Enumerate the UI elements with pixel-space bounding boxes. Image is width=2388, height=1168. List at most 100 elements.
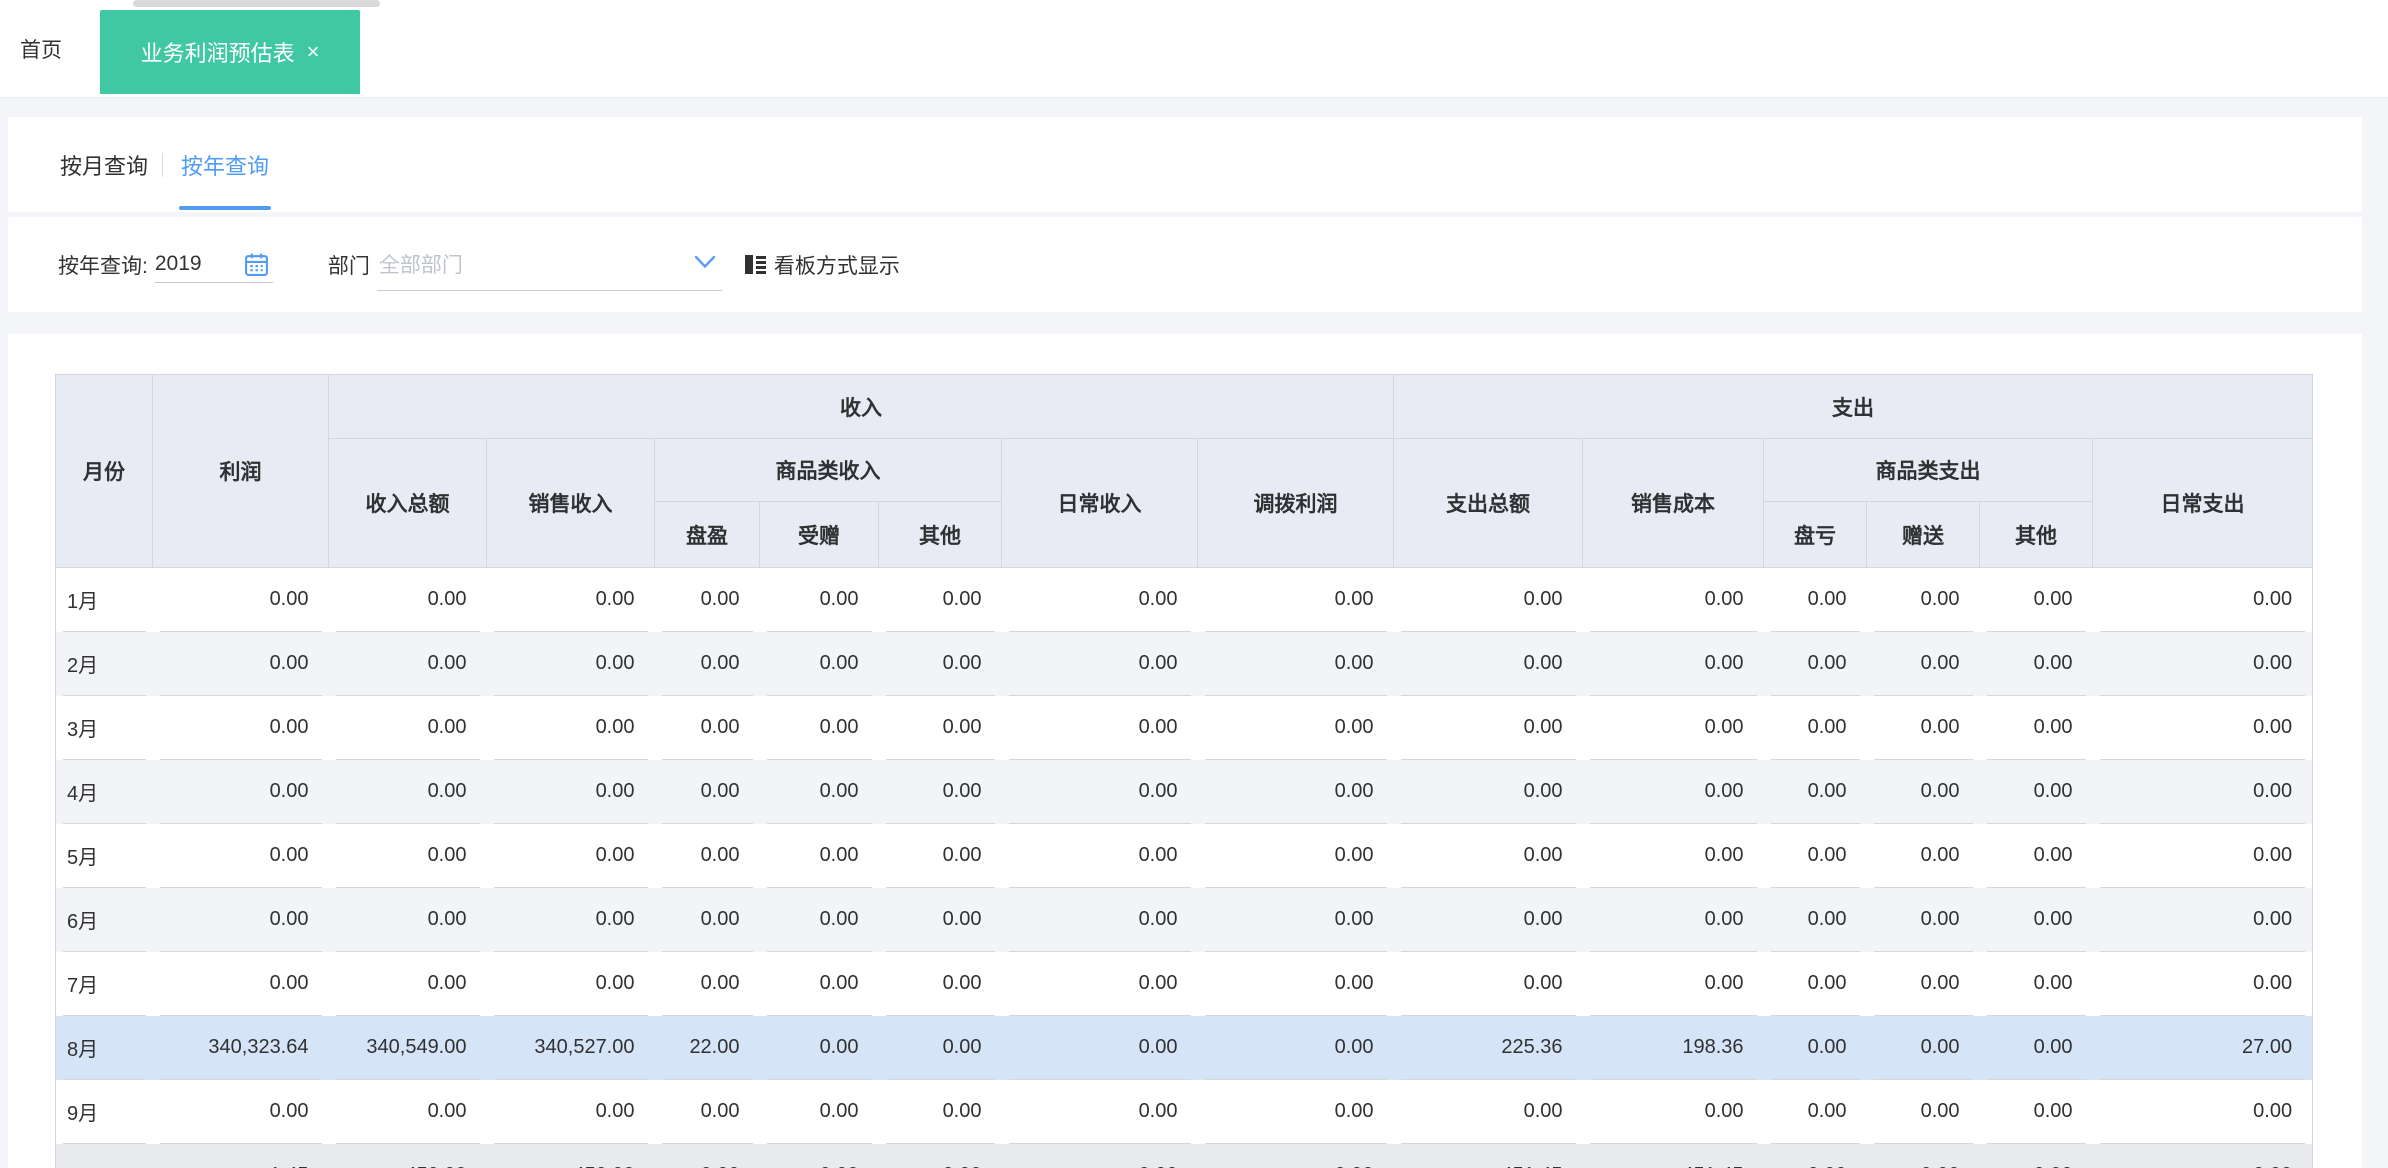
tab-scrollbar-thumb[interactable] [133, 0, 380, 7]
value-cell: 0.00 [1197, 759, 1394, 824]
value-cell: 451.45 [1393, 1143, 1583, 1168]
month-cell: 7月 [55, 951, 153, 1016]
value-cell: 0.00 [1866, 1015, 1980, 1080]
value-cell: 0.00 [1866, 823, 1980, 888]
table-row[interactable]: 10月-1.45450.00450.000.000.000.000.000.00… [55, 1143, 2313, 1168]
header-other-expense: 其他 [1979, 501, 2094, 568]
subtab-divider [162, 152, 164, 177]
table-row[interactable]: 4月 0.00 0.00 0.00 0.00 0.00 0.00 0.00 0.00 0.00 0.… [55, 759, 2313, 824]
value-cell: 0.00 [1763, 695, 1867, 760]
value-cell: 0.00 [1197, 1079, 1394, 1144]
table-row[interactable]: 7月 0.00 0.00 0.00 0.00 0.00 0.00 0.00 0.00 0.00 0.… [55, 951, 2313, 1016]
value-cell: 0.00 [2092, 951, 2313, 1016]
value-cell: 0.00 [654, 695, 760, 760]
value-cell: 0.00 [654, 951, 760, 1016]
value-cell: 340,527.00 [486, 1015, 655, 1080]
value-cell: 0.00 [328, 759, 487, 824]
table-row[interactable]: 3月 0.00 0.00 0.00 0.00 0.00 0.00 0.00 0.00 0.00 0.… [55, 695, 2313, 760]
value-cell: 0.00 [328, 823, 487, 888]
calendar-icon[interactable] [244, 252, 269, 277]
value-cell: -1.45 [152, 1143, 329, 1168]
value-cell: 0.00 [878, 759, 1002, 824]
value-cell: 0.00 [152, 823, 329, 888]
table-header: 月份 利润 收入 支出 收入总额 销售收入 商品类收入 日常收入 调拨利润 支出… [55, 374, 2314, 568]
month-cell: 3月 [55, 695, 153, 760]
header-month: 月份 [55, 374, 153, 568]
month-cell: 5月 [55, 823, 153, 888]
value-cell: 0.00 [759, 1015, 879, 1080]
year-input[interactable]: 2019 [154, 247, 273, 283]
value-cell: 0.00 [759, 951, 879, 1016]
value-cell: 0.00 [1582, 759, 1764, 824]
value-cell: 0.00 [1763, 887, 1867, 952]
month-cell: 2月 [55, 631, 153, 696]
close-icon[interactable]: × [306, 39, 320, 64]
value-cell: 0.00 [1001, 695, 1198, 760]
header-surplus: 盘盈 [654, 501, 760, 568]
value-cell: 0.00 [1763, 567, 1867, 632]
value-cell: 0.00 [1979, 823, 2093, 888]
value-cell: 22.00 [654, 1015, 760, 1080]
value-cell: 0.00 [654, 567, 760, 632]
value-cell: 0.00 [654, 1079, 760, 1144]
month-cell: 4月 [55, 759, 153, 824]
table-row[interactable]: 1月 0.00 0.00 0.00 0.00 0.00 0.00 0.00 0.00 0.00 0.… [55, 567, 2313, 632]
value-cell: 0.00 [1979, 951, 2093, 1016]
value-cell: 0.00 [328, 631, 487, 696]
value-cell: 0.00 [1582, 887, 1764, 952]
tab-home-label: 首页 [20, 39, 62, 62]
value-cell: 0.00 [1582, 631, 1764, 696]
tab-query-by-month[interactable]: 按月查询 [58, 117, 150, 212]
tab-home[interactable]: 首页 [20, 0, 62, 98]
table-row[interactable]: 2月 0.00 0.00 0.00 0.00 0.00 0.00 0.00 0.00 0.00 0.… [55, 631, 2313, 696]
value-cell: 0.00 [1393, 1079, 1583, 1144]
value-cell: 0.00 [878, 567, 1002, 632]
table-row[interactable]: 9月 0.00 0.00 0.00 0.00 0.00 0.00 0.00 0.00 0.00 0.… [55, 1079, 2313, 1144]
value-cell: 0.00 [328, 567, 487, 632]
table-row[interactable]: 6月 0.00 0.00 0.00 0.00 0.00 0.00 0.00 0.00 0.00 0.… [55, 887, 2313, 952]
header-profit: 利润 [152, 374, 329, 568]
tab-query-by-month-label: 按月查询 [60, 153, 149, 179]
value-cell: 0.00 [1393, 631, 1583, 696]
value-cell: 0.00 [759, 1079, 879, 1144]
value-cell: 450.00 [328, 1143, 487, 1168]
value-cell: 225.36 [1393, 1015, 1583, 1080]
tab-active-profit-estimate[interactable]: 业务利润预估表 × [100, 10, 360, 94]
value-cell: 0.00 [759, 1143, 879, 1168]
value-cell: 0.00 [654, 887, 760, 952]
tab-bar: 首页 业务利润预估表 × [0, 0, 2388, 98]
table-row[interactable]: 5月 0.00 0.00 0.00 0.00 0.00 0.00 0.00 0.00 0.00 0.… [55, 823, 2313, 888]
value-cell: 0.00 [1763, 631, 1867, 696]
board-view-icon [744, 254, 766, 275]
value-cell: 0.00 [654, 823, 760, 888]
value-cell: 0.00 [878, 1015, 1002, 1080]
chevron-down-icon[interactable] [694, 255, 716, 269]
value-cell: 0.00 [878, 695, 1002, 760]
tab-query-by-year[interactable]: 按年查询 [179, 117, 272, 212]
value-cell: 0.00 [1763, 1143, 1867, 1168]
value-cell: 0.00 [1001, 567, 1198, 632]
value-cell: 0.00 [486, 695, 655, 760]
value-cell: 0.00 [1393, 567, 1583, 632]
value-cell: 0.00 [328, 887, 487, 952]
value-cell: 0.00 [1582, 1079, 1764, 1144]
value-cell: 0.00 [1979, 759, 2093, 824]
value-cell: 0.00 [152, 951, 329, 1016]
table-row[interactable]: 8月 340,323.64 340,549.00 340,527.00 22.00 0.0… [55, 1015, 2313, 1080]
value-cell: 0.00 [2092, 887, 2313, 952]
value-cell: 0.00 [152, 695, 329, 760]
board-view-button[interactable]: 看板方式显示 [744, 250, 900, 280]
value-cell: 0.00 [1979, 1079, 2093, 1144]
value-cell: 0.00 [2092, 1143, 2313, 1168]
value-cell: 0.00 [1197, 1143, 1394, 1168]
header-sales-income: 销售收入 [486, 438, 655, 568]
department-select[interactable]: 全部部门 [376, 239, 722, 291]
value-cell: 451.45 [1582, 1143, 1764, 1168]
value-cell: 0.00 [152, 759, 329, 824]
profit-estimate-table: 月份 利润 收入 支出 收入总额 销售收入 商品类收入 日常收入 调拨利润 支出… [55, 374, 2314, 1168]
value-cell: 0.00 [1197, 887, 1394, 952]
year-input-value: 2019 [154, 252, 202, 275]
value-cell: 0.00 [1001, 1143, 1198, 1168]
value-cell: 0.00 [1197, 951, 1394, 1016]
value-cell: 340,549.00 [328, 1015, 487, 1080]
